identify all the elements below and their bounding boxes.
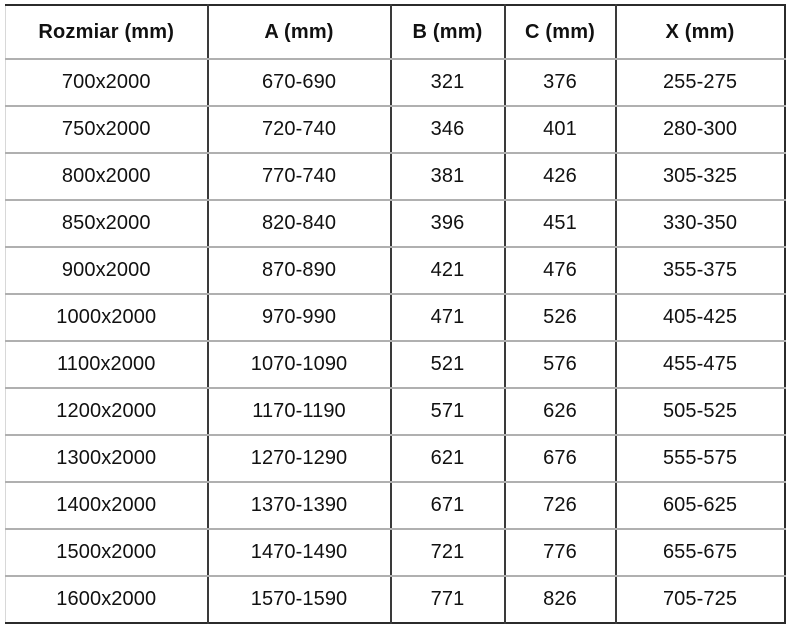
cell-x: 605-625 xyxy=(615,482,785,530)
table-row: 1600x2000 1570-1590 771 826 705-725 xyxy=(5,576,785,623)
table-row: 1400x2000 1370-1390 671 726 605-625 xyxy=(5,482,785,530)
cell-a: 720-740 xyxy=(207,106,392,154)
cell-size: 800x2000 xyxy=(5,153,209,201)
cell-size: 750x2000 xyxy=(5,106,209,154)
column-header-size: Rozmiar (mm) xyxy=(5,5,209,60)
cell-size: 900x2000 xyxy=(5,247,209,295)
cell-size: 1300x2000 xyxy=(5,435,209,483)
cell-x: 355-375 xyxy=(615,247,785,295)
spec-table-header: Rozmiar (mm) A (mm) B (mm) C (mm) X (mm) xyxy=(5,5,785,60)
table-row: 1000x2000 970-990 471 526 405-425 xyxy=(5,294,785,342)
cell-size: 1600x2000 xyxy=(5,576,209,623)
cell-a: 1470-1490 xyxy=(207,529,392,577)
cell-a: 1170-1190 xyxy=(207,388,392,436)
table-row: 850x2000 820-840 396 451 330-350 xyxy=(5,200,785,248)
cell-c: 426 xyxy=(504,153,617,201)
cell-size: 850x2000 xyxy=(5,200,209,248)
cell-c: 726 xyxy=(504,482,617,530)
cell-b: 396 xyxy=(390,200,506,248)
column-header-x: X (mm) xyxy=(615,5,785,60)
cell-x: 705-725 xyxy=(615,576,785,623)
spec-table-body: 700x2000 670-690 321 376 255-275 750x2000 720-… xyxy=(5,59,785,623)
cell-a: 770-740 xyxy=(207,153,392,201)
cell-b: 421 xyxy=(390,247,506,295)
cell-b: 471 xyxy=(390,294,506,342)
cell-c: 476 xyxy=(504,247,617,295)
cell-a: 970-990 xyxy=(207,294,392,342)
cell-size: 1200x2000 xyxy=(5,388,209,436)
cell-size: 1400x2000 xyxy=(5,482,209,530)
table-row: 700x2000 670-690 321 376 255-275 xyxy=(5,59,785,107)
cell-size: 1000x2000 xyxy=(5,294,209,342)
cell-x: 555-575 xyxy=(615,435,785,483)
cell-b: 321 xyxy=(390,59,506,107)
cell-a: 1270-1290 xyxy=(207,435,392,483)
cell-a: 870-890 xyxy=(207,247,392,295)
column-header-c: C (mm) xyxy=(504,5,617,60)
cell-b: 571 xyxy=(390,388,506,436)
cell-b: 671 xyxy=(390,482,506,530)
cell-b: 771 xyxy=(390,576,506,623)
cell-c: 576 xyxy=(504,341,617,389)
table-row: 1500x2000 1470-1490 721 776 655-675 xyxy=(5,529,785,577)
cell-b: 346 xyxy=(390,106,506,154)
cell-a: 820-840 xyxy=(207,200,392,248)
table-row: 1100x2000 1070-1090 521 576 455-475 xyxy=(5,341,785,389)
spec-table: Rozmiar (mm) A (mm) B (mm) C (mm) X (mm)… xyxy=(5,4,786,624)
cell-x: 280-300 xyxy=(615,106,785,154)
cell-b: 621 xyxy=(390,435,506,483)
cell-c: 526 xyxy=(504,294,617,342)
table-row: 1200x2000 1170-1190 571 626 505-525 xyxy=(5,388,785,436)
cell-a: 1370-1390 xyxy=(207,482,392,530)
cell-c: 826 xyxy=(504,576,617,623)
cell-c: 676 xyxy=(504,435,617,483)
cell-x: 655-675 xyxy=(615,529,785,577)
cell-c: 376 xyxy=(504,59,617,107)
cell-a: 670-690 xyxy=(207,59,392,107)
cell-x: 405-425 xyxy=(615,294,785,342)
cell-x: 330-350 xyxy=(615,200,785,248)
table-row: 750x2000 720-740 346 401 280-300 xyxy=(5,106,785,154)
cell-b: 721 xyxy=(390,529,506,577)
cell-a: 1570-1590 xyxy=(207,576,392,623)
cell-x: 305-325 xyxy=(615,153,785,201)
cell-size: 1100x2000 xyxy=(5,341,209,389)
cell-x: 455-475 xyxy=(615,341,785,389)
cell-c: 776 xyxy=(504,529,617,577)
cell-size: 700x2000 xyxy=(5,59,209,107)
column-header-a: A (mm) xyxy=(207,5,392,60)
cell-x: 255-275 xyxy=(615,59,785,107)
cell-c: 626 xyxy=(504,388,617,436)
cell-a: 1070-1090 xyxy=(207,341,392,389)
cell-b: 521 xyxy=(390,341,506,389)
cell-size: 1500x2000 xyxy=(5,529,209,577)
cell-b: 381 xyxy=(390,153,506,201)
table-row: 1300x2000 1270-1290 621 676 555-575 xyxy=(5,435,785,483)
cell-c: 401 xyxy=(504,106,617,154)
column-header-b: B (mm) xyxy=(390,5,506,60)
cell-c: 451 xyxy=(504,200,617,248)
cell-x: 505-525 xyxy=(615,388,785,436)
table-row: 800x2000 770-740 381 426 305-325 xyxy=(5,153,785,201)
table-header-row: Rozmiar (mm) A (mm) B (mm) C (mm) X (mm) xyxy=(5,5,785,60)
table-row: 900x2000 870-890 421 476 355-375 xyxy=(5,247,785,295)
spec-table-container: Rozmiar (mm) A (mm) B (mm) C (mm) X (mm)… xyxy=(5,4,786,624)
